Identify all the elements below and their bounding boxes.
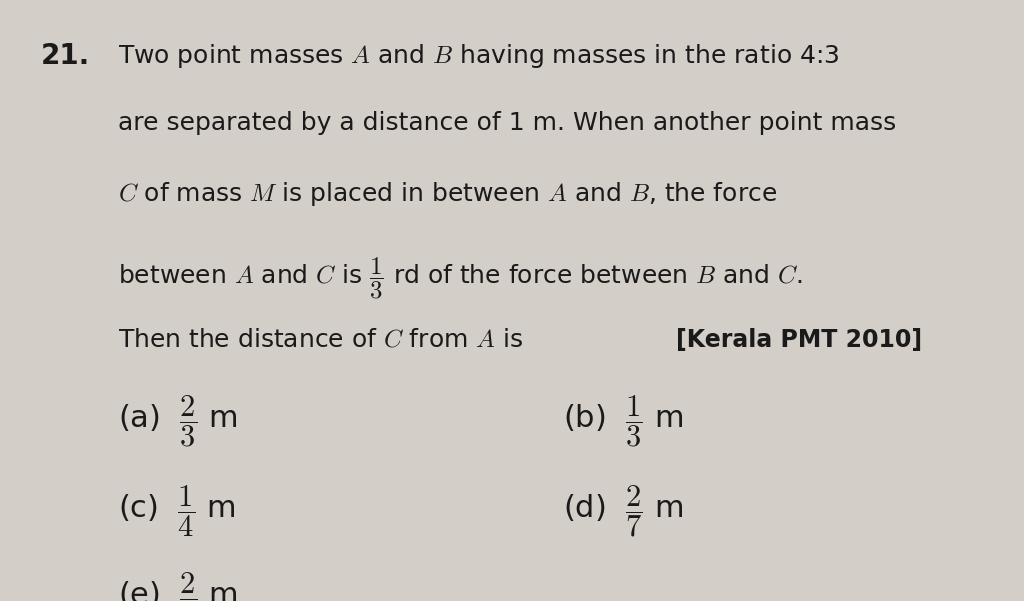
- Text: [Kerala PMT 2010]: [Kerala PMT 2010]: [676, 328, 922, 352]
- Text: Then the distance of $C$ from $A$ is: Then the distance of $C$ from $A$ is: [118, 328, 523, 352]
- Text: (c)  $\dfrac{1}{4}$ m: (c) $\dfrac{1}{4}$ m: [118, 484, 236, 539]
- Text: 21.: 21.: [41, 42, 90, 70]
- Text: $C$ of mass $M$ is placed in between $A$ and $B$, the force: $C$ of mass $M$ is placed in between $A$…: [118, 180, 777, 209]
- Text: (a)  $\dfrac{2}{3}$ m: (a) $\dfrac{2}{3}$ m: [118, 394, 238, 449]
- Text: (b)  $\dfrac{1}{3}$ m: (b) $\dfrac{1}{3}$ m: [563, 394, 684, 449]
- Text: are separated by a distance of 1 m. When another point mass: are separated by a distance of 1 m. When…: [118, 111, 896, 135]
- Text: (d)  $\dfrac{2}{7}$ m: (d) $\dfrac{2}{7}$ m: [563, 484, 684, 539]
- Text: Two point masses $A$ and $B$ having masses in the ratio 4:3: Two point masses $A$ and $B$ having mass…: [118, 42, 840, 70]
- Text: between $A$ and $C$ is $\dfrac{1}{3}$ rd of the force between $B$ and $C$.: between $A$ and $C$ is $\dfrac{1}{3}$ rd…: [118, 255, 803, 301]
- Text: (e)  $\dfrac{2}{5}$ m: (e) $\dfrac{2}{5}$ m: [118, 571, 238, 601]
